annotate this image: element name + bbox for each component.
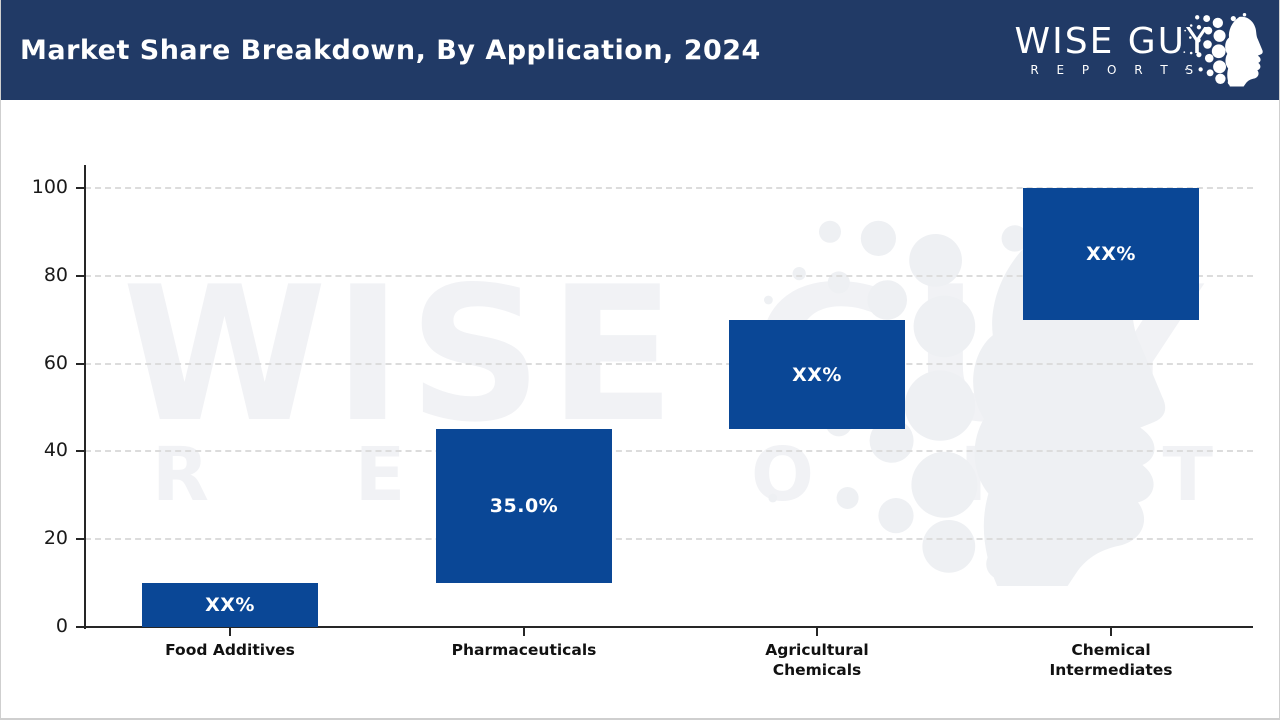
logo-face-icon [1180,12,1266,88]
y-tick-label: 0 [55,615,68,637]
logo-tagline: R E P O R T S [1030,62,1201,77]
page-title: Market Share Breakdown, By Application, … [20,34,761,66]
x-tick [523,628,525,636]
logo-text: WISE GUY R E P O R T S [1015,23,1211,77]
bar-food-additives: XX% [142,583,318,627]
bar-value-label: 35.0% [489,495,559,518]
bar-value-label: XX% [792,363,842,386]
x-tick [1110,628,1112,636]
x-tick [816,628,818,636]
x-axis-line [84,626,1253,628]
y-tick-label: 20 [43,527,68,550]
bar-value-label: XX% [205,594,255,617]
y-tick-label: 100 [31,176,68,198]
y-tick [76,274,84,277]
wise-guy-logo: WISE GUY R E P O R T S [1015,6,1267,94]
gridline-100 [85,187,1253,189]
y-tick-label: 40 [43,439,68,462]
header-bar: Market Share Breakdown, By Application, … [0,0,1280,100]
gridline-60 [85,362,1253,365]
y-tick-label: 60 [43,351,68,374]
x-category-label: Agricultural Chemicals [765,641,869,679]
gridline-40 [85,450,1253,453]
y-tick [76,362,84,365]
x-tick [229,628,231,636]
bar-pharmaceuticals: 35.0% [436,429,612,584]
y-tick [76,626,84,628]
logo-name: WISE GUY [1014,21,1210,63]
gridline-80 [85,274,1253,277]
y-tick [76,538,84,541]
x-category-label: Pharmaceuticals [451,641,597,659]
y-tick [76,450,84,453]
y-axis-line [84,165,86,629]
bar-chemical-intermediates: XX% [1023,188,1199,320]
y-tick-label: 80 [43,263,68,286]
bar-agricultural-chemicals: XX% [729,319,905,430]
x-category-label: Chemical Intermediates [1049,641,1173,679]
bar-value-label: XX% [1086,242,1136,265]
gridline-20 [85,538,1253,541]
y-tick [76,187,84,189]
x-category-label: Food Additives [165,641,295,659]
